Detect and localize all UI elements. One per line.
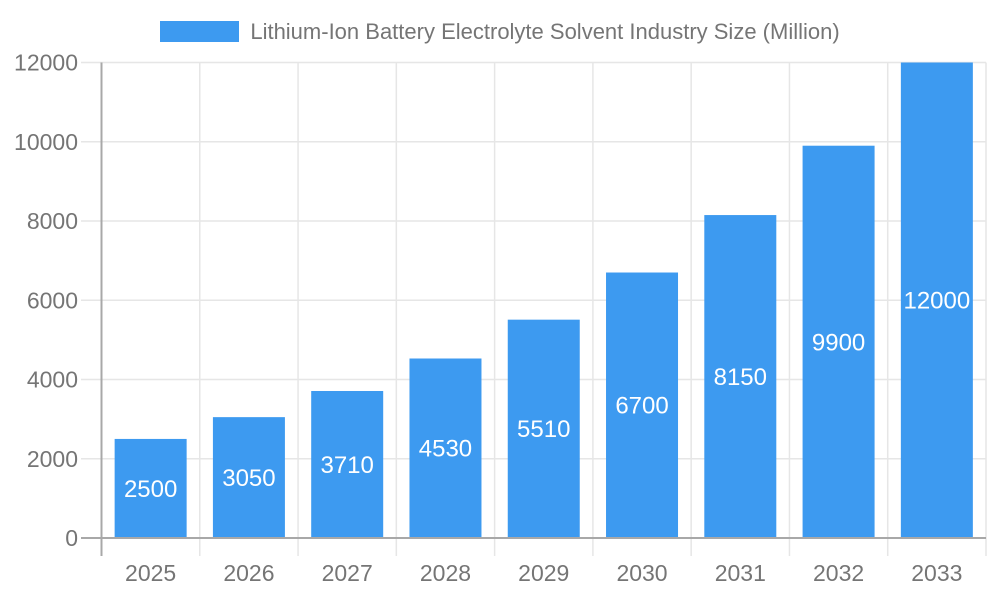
bar-2031: [704, 215, 777, 538]
y-tick-label: 8000: [27, 208, 78, 234]
bar-2026: [212, 417, 285, 538]
bar-2029: [507, 319, 580, 538]
x-tick-label: 2030: [616, 560, 667, 586]
bar-value-label: 3050: [222, 465, 275, 492]
bar-2030: [606, 272, 679, 538]
y-tick-label: 4000: [27, 367, 78, 393]
x-tick-label: 2026: [223, 560, 274, 586]
bar-value-label: 9900: [812, 329, 865, 356]
y-tick-label: 2000: [27, 446, 78, 472]
bar-value-label: 8150: [714, 364, 767, 391]
bar-2032: [802, 145, 875, 538]
x-tick-label: 2033: [911, 560, 962, 586]
y-tick-label: 12000: [14, 50, 78, 76]
x-tick-label: 2027: [322, 560, 373, 586]
bar-value-label: 12000: [903, 288, 970, 315]
bar-2025: [114, 438, 187, 538]
x-tick-label: 2028: [420, 560, 471, 586]
x-tick-label: 2029: [518, 560, 569, 586]
bar-value-label: 6700: [615, 393, 668, 420]
x-tick-label: 2025: [125, 560, 176, 586]
bar-value-label: 5510: [517, 416, 570, 443]
bar-2027: [311, 390, 384, 538]
bar-value-label: 2500: [124, 476, 177, 503]
bar-value-label: 4530: [419, 436, 472, 463]
y-tick-label: 0: [65, 525, 78, 551]
y-tick-label: 6000: [27, 287, 78, 313]
x-tick-label: 2031: [715, 560, 766, 586]
bar-2028: [409, 358, 482, 538]
x-tick-label: 2032: [813, 560, 864, 586]
bar-value-label: 3710: [320, 452, 373, 479]
y-tick-label: 10000: [14, 129, 78, 155]
bar-2033: [900, 62, 973, 538]
